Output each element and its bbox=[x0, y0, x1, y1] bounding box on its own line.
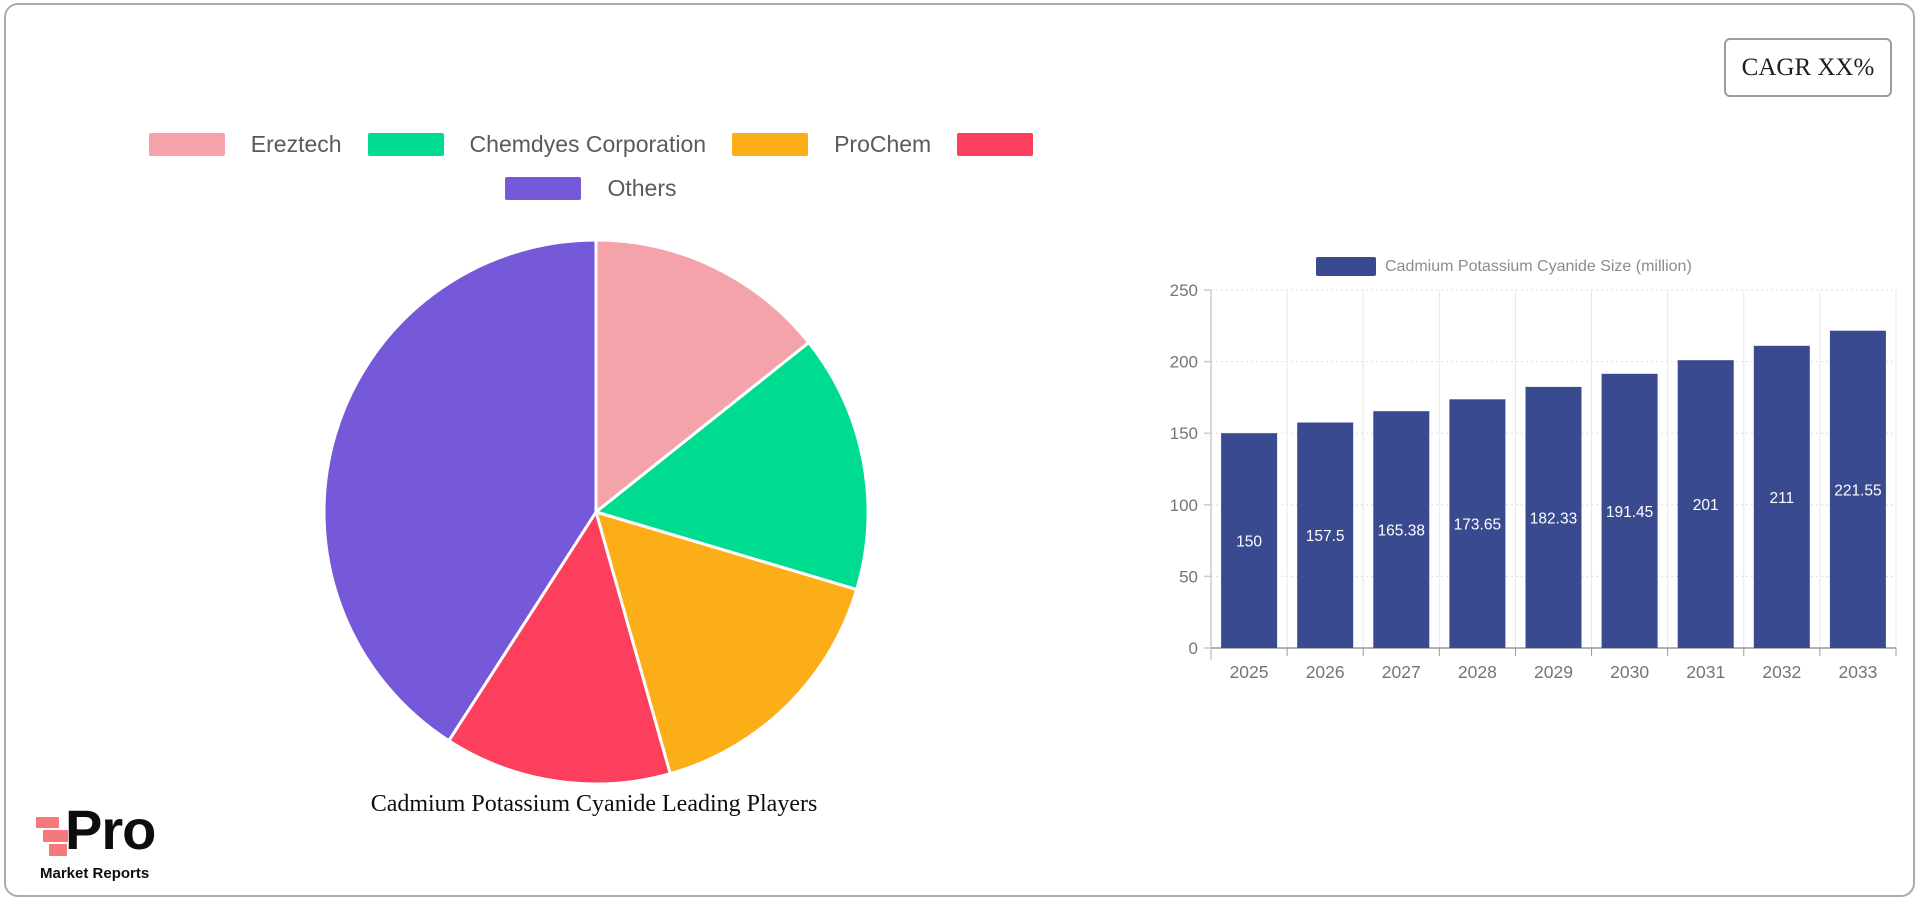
y-axis-tick-label: 250 bbox=[1170, 281, 1198, 300]
bar-2033[interactable] bbox=[1829, 330, 1886, 648]
pie-legend-row: Ereztech Chemdyes Corporation ProChem bbox=[44, 131, 1138, 158]
bar-legend-swatch bbox=[1316, 257, 1376, 276]
bar-value-label: 173.65 bbox=[1454, 517, 1501, 534]
legend-swatch bbox=[148, 133, 225, 156]
x-axis-label-2026: 2026 bbox=[1306, 662, 1345, 682]
logo-bar bbox=[49, 844, 67, 856]
x-axis-label-2025: 2025 bbox=[1230, 662, 1269, 682]
legend-swatch bbox=[957, 133, 1034, 156]
legend-swatch bbox=[505, 177, 582, 200]
canvas-frame: CAGR XX% Ereztech Chemdyes Corporation Pro… bbox=[4, 3, 1915, 897]
bar-value-label: 165.38 bbox=[1378, 523, 1425, 540]
bar-2028[interactable] bbox=[1449, 399, 1506, 648]
bar-2030[interactable] bbox=[1601, 373, 1658, 648]
pie-legend-item-unnamed[interactable] bbox=[957, 133, 1034, 156]
pie-slice-others[interactable] bbox=[322, 238, 598, 743]
logo-subtitle-text: Market Reports bbox=[40, 865, 150, 882]
legend-label: Chemdyes Corporation bbox=[469, 131, 707, 157]
legend-swatch bbox=[367, 133, 444, 156]
bar-chart: 0 50 100 150 200 250 150 2025 157.5 2026 165.38 202… bbox=[1170, 281, 1897, 682]
x-axis-label-2028: 2028 bbox=[1458, 662, 1497, 682]
pie-slice-ereztech[interactable] bbox=[594, 238, 811, 514]
x-axis-label-2030: 2030 bbox=[1610, 662, 1649, 682]
pie-legend-item-prochem[interactable]: ProChem bbox=[732, 131, 931, 158]
logo-brand-text: Pro bbox=[65, 798, 156, 861]
bar-value-label: 221.55 bbox=[1834, 482, 1881, 499]
bar-2031[interactable] bbox=[1677, 360, 1734, 648]
pie-slice-unnamed[interactable] bbox=[447, 510, 672, 786]
legend-label: Ereztech bbox=[250, 131, 342, 157]
x-axis-label-2033: 2033 bbox=[1838, 662, 1877, 682]
logo-bar bbox=[43, 830, 68, 842]
x-axis-label-2027: 2027 bbox=[1382, 662, 1421, 682]
pie-legend-item-chemdyes-corporation[interactable]: Chemdyes Corporation bbox=[367, 131, 707, 158]
bar-value-label: 211 bbox=[1769, 490, 1794, 507]
bar-value-label: 157.5 bbox=[1306, 528, 1345, 545]
pie-legend-row: Others bbox=[44, 175, 1138, 202]
x-axis-label-2031: 2031 bbox=[1686, 662, 1725, 682]
cagr-label: CAGR XX% bbox=[1741, 53, 1875, 81]
y-axis-tick-label: 100 bbox=[1170, 496, 1198, 515]
cagr-box: CAGR XX% bbox=[1724, 38, 1892, 97]
pie-slice-chemdyes-corporation[interactable] bbox=[594, 341, 870, 592]
pie-chart-title: Cadmium Potassium Cyanide Leading Player… bbox=[370, 791, 818, 817]
logo-bar bbox=[36, 817, 59, 828]
x-axis-label-2032: 2032 bbox=[1762, 662, 1801, 682]
bar-chart-legend[interactable]: Cadmium Potassium Cyanide Size (million) bbox=[1316, 257, 1692, 276]
bar-value-label: 150 bbox=[1236, 534, 1262, 551]
pie-legend: Ereztech Chemdyes Corporation ProChem Other… bbox=[44, 131, 1138, 219]
pie-legend-item-others[interactable]: Others bbox=[505, 175, 677, 202]
pie-legend-item-ereztech[interactable]: Ereztech bbox=[148, 131, 342, 158]
bar-value-label: 201 bbox=[1693, 497, 1719, 514]
pie-chart bbox=[322, 238, 870, 786]
bar-2026[interactable] bbox=[1297, 422, 1354, 649]
bar-value-label: 191.45 bbox=[1606, 504, 1653, 521]
y-axis-tick-label: 200 bbox=[1170, 353, 1198, 372]
bar-value-label: 182.33 bbox=[1530, 511, 1577, 528]
y-axis-tick-label: 50 bbox=[1179, 567, 1198, 586]
legend-label: Others bbox=[607, 175, 677, 201]
legend-swatch bbox=[732, 133, 809, 156]
bar-2032[interactable] bbox=[1753, 345, 1810, 648]
pie-slice-prochem[interactable] bbox=[594, 510, 859, 776]
x-axis-label-2029: 2029 bbox=[1534, 662, 1573, 682]
bar-2025[interactable] bbox=[1221, 433, 1278, 648]
bar-2029[interactable] bbox=[1525, 386, 1582, 648]
bar-legend-label: Cadmium Potassium Cyanide Size (million) bbox=[1385, 257, 1692, 275]
bar-2027[interactable] bbox=[1373, 411, 1430, 648]
y-axis-tick-label: 150 bbox=[1170, 424, 1198, 443]
legend-label: ProChem bbox=[834, 131, 932, 157]
y-axis-tick-label: 0 bbox=[1189, 639, 1198, 658]
